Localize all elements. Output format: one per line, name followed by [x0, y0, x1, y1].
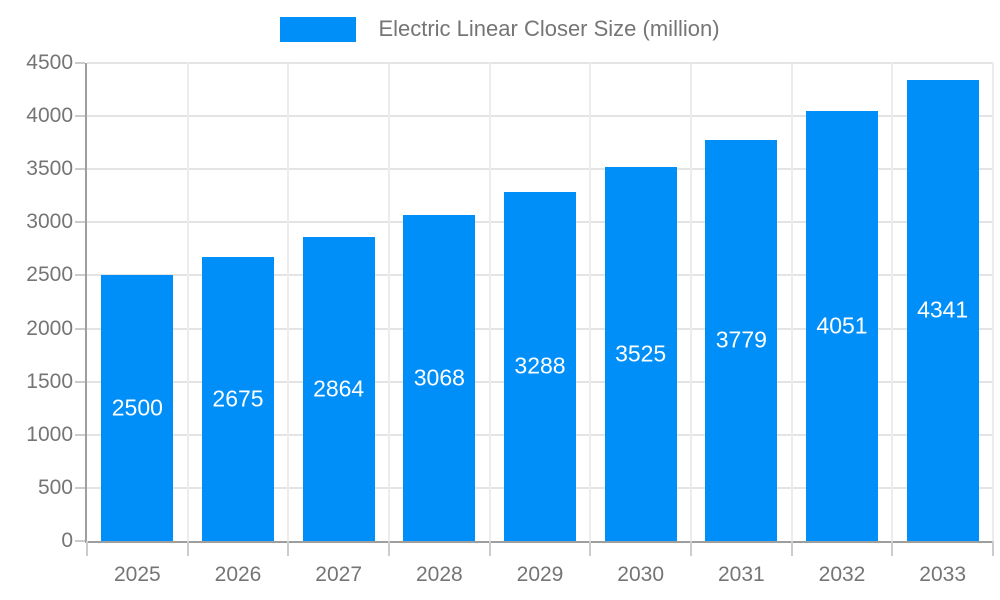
x-tick-mark [488, 541, 491, 556]
x-tick-mark [992, 541, 994, 556]
bar[interactable]: 2675 [202, 256, 274, 541]
bar[interactable]: 2500 [101, 275, 174, 541]
y-tick-mark [75, 168, 85, 171]
x-tick-label: 2028 [415, 563, 463, 586]
bar[interactable]: 3525 [604, 166, 677, 541]
bar[interactable]: 4051 [806, 110, 878, 541]
y-tick-mark [75, 433, 85, 436]
x-tick-label: 2029 [516, 563, 564, 586]
bar-value-label: 3525 [615, 340, 667, 367]
bar[interactable]: 3779 [705, 139, 778, 541]
gridline-vertical [488, 63, 491, 541]
x-tick-label: 2025 [113, 563, 161, 586]
x-tick-mark [388, 541, 390, 556]
bar[interactable]: 3288 [504, 191, 576, 541]
x-tick-label: 2032 [818, 563, 866, 586]
bar-value-label: 2675 [212, 385, 264, 412]
gridline-vertical [992, 63, 994, 541]
bar[interactable]: 4341 [906, 79, 979, 541]
y-tick-label: 3500 [26, 157, 73, 181]
x-tick-mark [891, 541, 894, 556]
x-tick-mark [790, 541, 793, 556]
y-tick-label: 3000 [26, 210, 73, 234]
gridline-vertical [790, 63, 793, 541]
y-tick-mark [75, 540, 85, 542]
y-tick-label: 4000 [26, 104, 73, 128]
bar-value-label: 3288 [514, 352, 566, 379]
gridline-horizontal [87, 62, 993, 64]
bar-value-label: 2500 [111, 394, 163, 421]
gridline-horizontal [87, 115, 993, 118]
x-tick-mark [589, 541, 592, 556]
x-tick-mark [690, 541, 692, 556]
bar-value-label: 3779 [715, 326, 767, 353]
y-tick-mark [75, 274, 85, 277]
y-tick-label: 2000 [26, 316, 73, 340]
y-tick-label: 1000 [26, 422, 73, 446]
gridline-vertical [388, 63, 390, 541]
x-tick-label: 2033 [919, 563, 967, 586]
y-tick-mark [75, 486, 85, 489]
bar-value-label: 4341 [917, 296, 969, 323]
legend: Electric Linear Closer Size (million) [0, 16, 1000, 42]
gridline-vertical [891, 63, 894, 541]
y-tick-mark [75, 221, 85, 224]
y-tick-label: 0 [61, 529, 73, 552]
legend-swatch-icon [280, 16, 357, 42]
x-tick-mark [186, 541, 189, 556]
x-tick-label: 2027 [315, 563, 363, 586]
bar[interactable]: 3068 [403, 215, 476, 541]
x-tick-label: 2030 [617, 563, 665, 586]
y-tick-mark [75, 380, 85, 383]
y-tick-label: 2500 [26, 263, 73, 287]
gridline-vertical [287, 63, 290, 541]
x-tick-mark [287, 541, 290, 556]
x-tick-mark [86, 541, 88, 556]
y-tick-label: 500 [37, 475, 73, 499]
y-tick-label: 4500 [26, 51, 73, 74]
y-axis-line [85, 63, 87, 541]
y-tick-label: 1500 [26, 369, 73, 393]
y-tick-mark [75, 115, 85, 118]
x-tick-label: 2026 [214, 563, 262, 586]
gridline-vertical [589, 63, 592, 541]
legend-label: Electric Linear Closer Size (million) [378, 16, 720, 41]
plot-area: 0 500 1000 1500 2000 2500 3000 3500 4000 4500 2500… [26, 51, 994, 586]
x-tick-label: 2031 [717, 563, 765, 586]
gridline-horizontal [87, 168, 993, 171]
y-tick-mark [75, 62, 85, 64]
bar-value-label: 3068 [413, 364, 465, 391]
gridline-vertical [186, 63, 189, 541]
bar-value-label: 4051 [816, 312, 868, 339]
legend-item[interactable]: Electric Linear Closer Size (million) [280, 16, 720, 42]
x-axis-line [85, 541, 993, 543]
bar-value-label: 2864 [313, 375, 365, 402]
y-tick-mark [75, 327, 85, 330]
gridline-vertical [690, 63, 692, 541]
bar[interactable]: 2864 [302, 236, 375, 541]
